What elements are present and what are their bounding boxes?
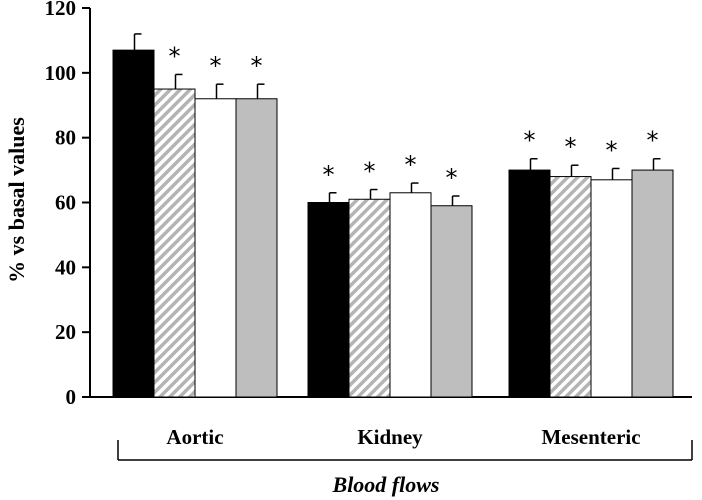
bars-layer: * * * * * * * * * * * <box>112 33 674 398</box>
significance-star: * <box>524 127 536 155</box>
bar <box>590 179 633 398</box>
significance-star: * <box>647 127 659 155</box>
significance-star: * <box>210 52 222 80</box>
bar <box>112 49 155 398</box>
x-axis-title: Blood flows <box>332 472 440 497</box>
category-label: Aortic <box>166 425 223 449</box>
bar <box>430 205 473 398</box>
bar <box>307 202 350 398</box>
bar <box>631 169 674 398</box>
bar <box>235 98 278 398</box>
y-tick-label: 80 <box>55 126 76 150</box>
category-label: Kidney <box>357 425 423 449</box>
significance-star: * <box>251 52 263 80</box>
bar <box>194 98 237 398</box>
y-tick-label: 60 <box>55 191 76 215</box>
category-label: Mesenteric <box>541 425 640 449</box>
significance-star: * <box>405 151 417 179</box>
significance-star: * <box>169 42 181 70</box>
bar <box>153 88 196 398</box>
bar <box>508 169 551 398</box>
bar <box>348 198 391 398</box>
y-axis-title: % vs basal values <box>4 117 29 283</box>
x-axis: Aortic Kidney Mesenteric <box>117 425 693 461</box>
significance-star: * <box>364 158 376 186</box>
bar <box>549 176 592 398</box>
significance-star: * <box>323 161 335 189</box>
y-tick-label: 40 <box>55 255 76 279</box>
significance-star: * <box>606 136 618 164</box>
y-tick-label: 100 <box>45 61 77 85</box>
bar <box>389 192 432 398</box>
y-tick-label: 20 <box>55 320 76 344</box>
significance-star: * <box>565 133 577 161</box>
significance-star: * <box>446 164 458 192</box>
y-tick-label: 120 <box>45 0 77 20</box>
y-tick-label: 0 <box>66 385 77 409</box>
